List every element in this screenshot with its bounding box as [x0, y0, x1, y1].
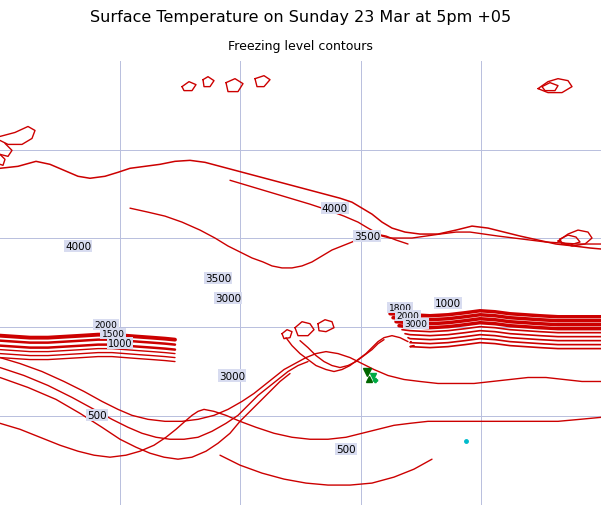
Text: 4000: 4000: [322, 204, 348, 214]
Text: 500: 500: [336, 444, 356, 454]
Text: 3500: 3500: [354, 232, 380, 241]
Text: 3500: 3500: [205, 273, 231, 283]
Text: 2000: 2000: [397, 312, 419, 321]
Text: Freezing level contours: Freezing level contours: [228, 40, 373, 53]
Text: 2000: 2000: [94, 321, 117, 330]
Text: 4000: 4000: [65, 241, 91, 251]
Text: 3000: 3000: [404, 320, 427, 329]
Text: 3000: 3000: [219, 371, 245, 381]
Text: 1000: 1000: [435, 298, 461, 308]
Text: 1000: 1000: [108, 338, 132, 348]
Text: Surface Temperature on Sunday 23 Mar at 5pm +05: Surface Temperature on Sunday 23 Mar at …: [90, 10, 511, 25]
Text: 1800: 1800: [388, 304, 412, 313]
Text: 1500: 1500: [102, 330, 124, 338]
Text: 500: 500: [87, 411, 107, 421]
Text: 3000: 3000: [215, 293, 241, 303]
